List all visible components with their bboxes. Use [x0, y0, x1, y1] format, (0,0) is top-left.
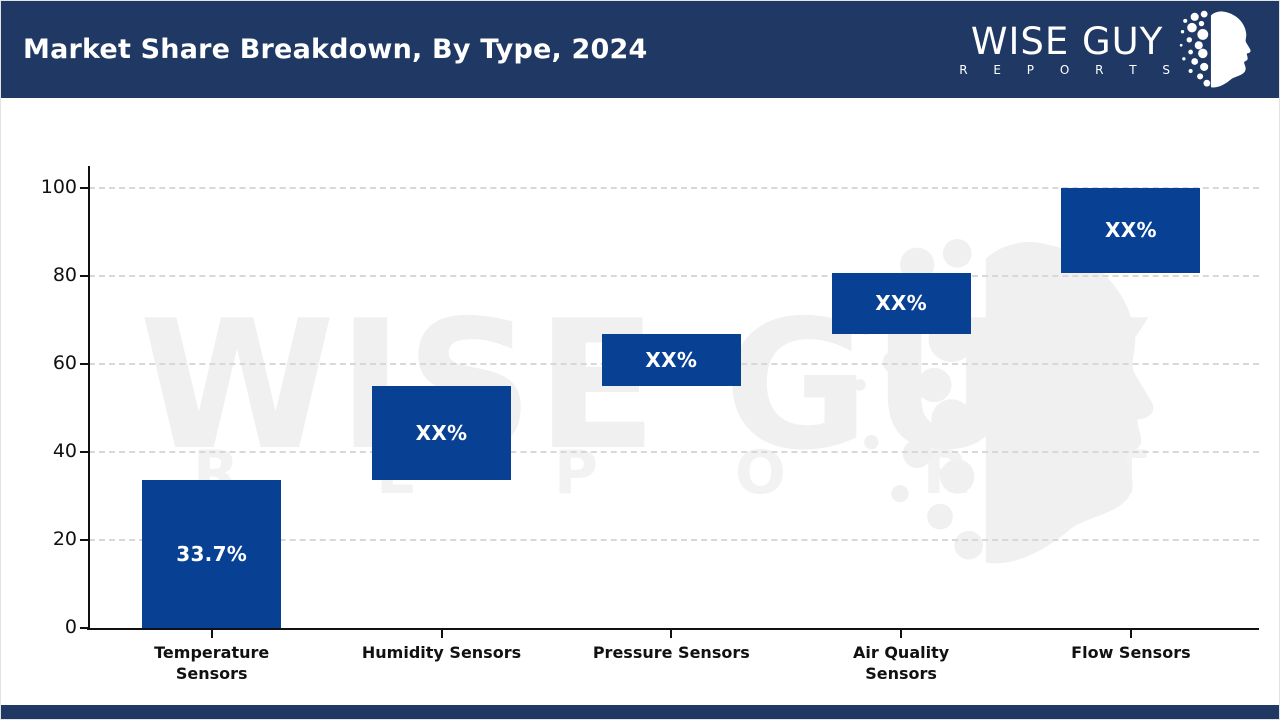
y-axis-line [88, 166, 90, 630]
bar-segment: XX% [831, 272, 971, 335]
bar-value-label: XX% [645, 347, 698, 372]
y-tick-label: 100 [40, 176, 77, 198]
x-tick-mark [210, 630, 213, 638]
bar-value-label: XX% [415, 420, 468, 445]
x-category-label: Pressure Sensors [592, 643, 750, 662]
x-tick-mark [1129, 630, 1132, 638]
y-tick-label: 60 [52, 352, 77, 374]
footer-bar [1, 705, 1279, 719]
header-bar: Market Share Breakdown, By Type, 2024 WI… [1, 1, 1279, 98]
y-tick-label: 0 [64, 616, 77, 638]
gridline [89, 275, 1259, 277]
x-tick-mark [900, 630, 903, 638]
x-category-label: Flow Sensors [1071, 643, 1191, 662]
x-category-label: Air Quality Sensors [853, 643, 950, 683]
bar-segment: XX% [1061, 188, 1201, 273]
bar-segment: 33.7% [142, 479, 282, 628]
y-tick-mark [80, 539, 88, 541]
bar-segment: XX% [601, 334, 741, 386]
x-axis-line [87, 628, 1259, 630]
y-tick-mark [80, 627, 88, 629]
x-tick-mark [440, 630, 443, 638]
logo-text: WISE GUY R E P O R T S [953, 19, 1181, 77]
bar-segment: XX% [372, 385, 511, 480]
bar-value-label: XX% [1105, 218, 1157, 243]
y-tick-label: 20 [52, 528, 77, 550]
y-tick-label: 40 [52, 440, 77, 462]
y-tick-mark [80, 451, 88, 453]
y-tick-mark [80, 275, 88, 277]
y-tick-label: 80 [52, 264, 77, 286]
wise-guy-reports-logo: WISE GUY R E P O R T S [953, 6, 1263, 94]
y-tick-mark [80, 187, 88, 189]
logo-subtitle: R E P O R T S [959, 62, 1181, 77]
bar-value-label: XX% [875, 291, 927, 316]
gridline [89, 187, 1259, 189]
y-tick-mark [80, 363, 88, 365]
x-tick-mark [670, 630, 673, 638]
bar-value-label: 33.7% [176, 541, 248, 566]
x-category-label: Temperature Sensors [154, 643, 270, 683]
gridline [89, 539, 1259, 541]
chart-title: Market Share Breakdown, By Type, 2024 [23, 34, 648, 65]
x-category-label: Humidity Sensors [361, 643, 522, 662]
gridline [89, 451, 1259, 453]
logo-name: WISE GUY [970, 19, 1164, 63]
dotted-head-icon [1179, 10, 1251, 87]
